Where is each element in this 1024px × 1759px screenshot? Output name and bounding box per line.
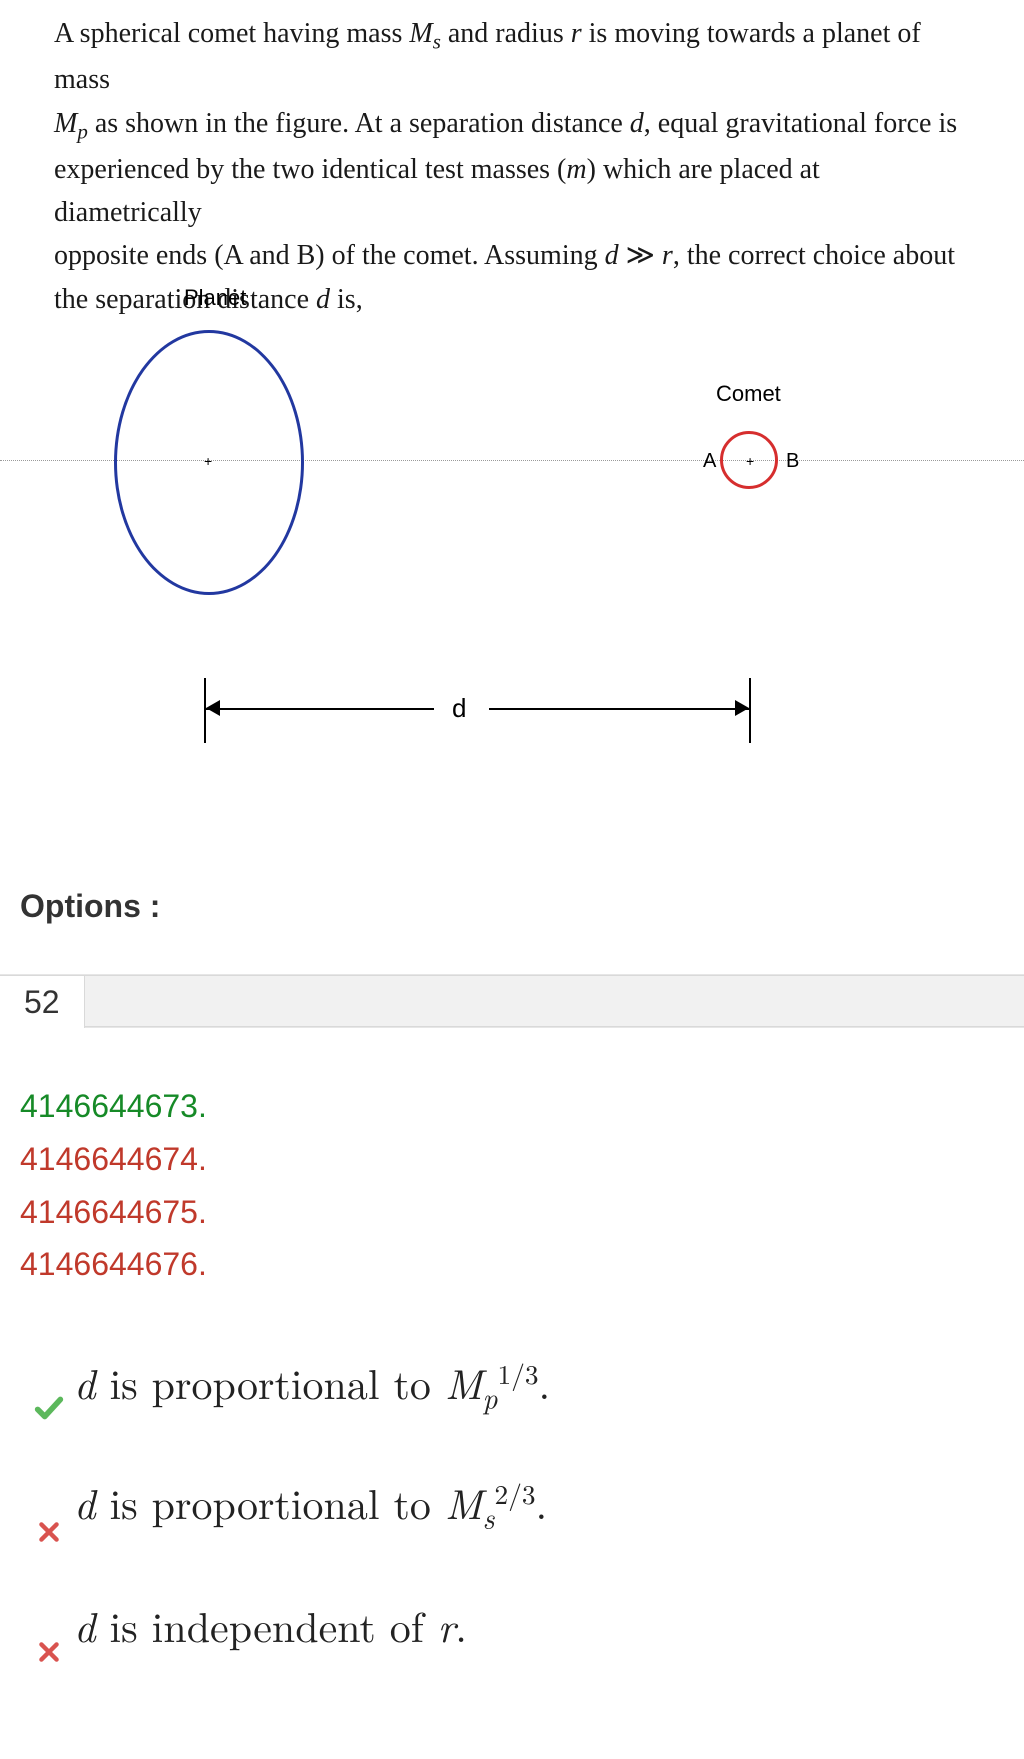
check-icon [24,1345,74,1425]
answer-text: d is proportional to Mp1/3. [74,1353,550,1417]
ans-seg: is proportional to [95,1353,444,1412]
comet-label: Comet [716,381,781,407]
ans-seg: is independent of [95,1596,437,1655]
cross-icon [24,1585,74,1665]
answer-text: d is proportional to Ms2/3. [74,1473,547,1537]
ans-end: . [539,1353,551,1412]
q-seg: as shown in the figure. At a separation … [88,108,630,139]
q-Mp: M [54,108,77,139]
question-text: A spherical comet having mass Ms and rad… [54,12,974,321]
q-r: r [571,18,582,49]
d-tick-right [749,678,751,743]
ans-M: M [445,1353,483,1412]
option-id-list: 4146644673. 4146644674. 4146644675. 4146… [20,1080,207,1291]
cross-icon [24,1465,74,1545]
q-seg: opposite ends (A and B) of the comet. As… [54,240,605,271]
ans-M: M [445,1473,483,1532]
q-seg: , equal gravitational force is [644,108,957,139]
d-label: d [452,693,466,724]
ans-seg: is proportional to [95,1473,444,1532]
ans-sup: 1/3 [498,1353,539,1392]
ans-end: . [455,1596,467,1655]
ans-d: d [74,1353,95,1412]
answer-row-correct: d is proportional to Mp1/3. [24,1345,1004,1425]
page-number-tab: 52 [0,976,85,1028]
planet-label: Planet [184,285,246,311]
option-id: 4146644674. [20,1133,207,1186]
d-line-right [489,708,749,710]
answer-list: d is proportional to Mp1/3. d is proport… [24,1345,1004,1705]
ans-sup: 2/3 [495,1473,536,1512]
q-m: m [566,154,586,185]
q-seg: , the correct choice about [673,240,955,271]
option-id: 4146644676. [20,1238,207,1291]
option-id: 4146644675. [20,1186,207,1239]
q-seg: A spherical comet having mass [54,18,409,49]
page-bar: 52 [0,975,1024,1027]
planet-center-mark: + [204,453,212,469]
q-seg: experienced by the two identical test ma… [54,154,566,185]
q-Ms-sub: s [433,30,441,54]
options-heading: Options : [20,888,160,925]
answer-text: d is independent of r. [74,1596,467,1655]
ans-r: r [438,1596,456,1655]
q-Mp-sub: p [77,119,88,143]
answer-row-wrong: d is proportional to Ms2/3. [24,1465,1004,1545]
point-a-label: A [703,450,716,473]
q-gg: ≫ [619,240,662,271]
q-cond-d: d [605,240,619,271]
ans-end: . [536,1473,548,1532]
ans-d: d [74,1596,95,1655]
q-d: d [630,108,644,139]
q-cond-r: r [662,240,673,271]
q-seg: and radius [441,18,571,49]
q-Ms: M [409,18,432,49]
answer-row-wrong: d is independent of r. [24,1585,1004,1665]
point-b-label: B [786,450,799,473]
ans-sub: p [483,1375,498,1417]
ans-sub: s [483,1495,495,1537]
ans-d: d [74,1473,95,1532]
diagram: Planet Comet + + A B d [54,285,974,815]
option-id: 4146644673. [20,1080,207,1133]
d-line-left [204,708,434,710]
comet-center-mark: + [746,453,754,469]
